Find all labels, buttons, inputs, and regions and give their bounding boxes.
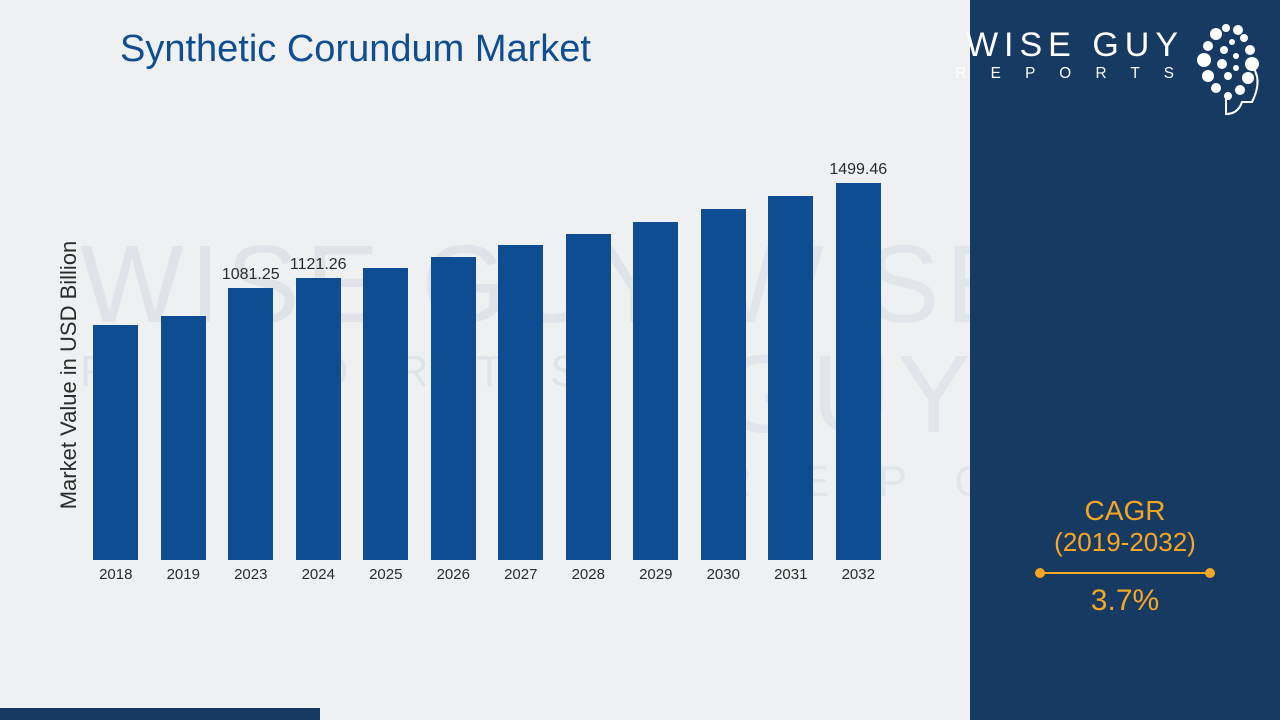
cagr-period: (2019-2032) [970,527,1280,558]
bar-2030 [701,209,746,560]
bar-value-label-2024: 1121.26 [278,256,358,274]
x-tick-2027: 2027 [487,566,555,583]
bar-2027 [498,245,543,560]
y-axis-label: Market Value in USD Billion [56,190,82,560]
logo-line3: R E P O R T S [955,66,1184,82]
cagr-title: CAGR [970,495,1280,527]
cagr-divider [1040,572,1210,574]
cagr-block: CAGR(2019-2032) 3.7% [970,495,1280,618]
x-tick-2029: 2029 [622,566,690,583]
bottom-accent-strip [0,708,320,720]
x-tick-2018: 2018 [82,566,150,583]
x-tick-2023: 2023 [217,566,285,583]
brand-logo: WISE GUY R E P O R T S [955,28,1184,82]
chart-title: Synthetic Corundum Market [120,28,591,71]
bar-2024 [296,278,341,560]
x-tick-2030: 2030 [690,566,758,583]
x-tick-2019: 2019 [150,566,218,583]
bar-2028 [566,234,611,560]
x-tick-2024: 2024 [285,566,353,583]
bar-value-label-2032: 1499.46 [818,161,898,179]
bar-2025 [363,268,408,560]
bar-2026 [431,257,476,560]
x-tick-2026: 2026 [420,566,488,583]
logo-line2: GUY [1092,26,1184,64]
x-tick-2025: 2025 [352,566,420,583]
bar-2031 [768,196,813,560]
bar-2019 [161,316,206,560]
x-tick-2028: 2028 [555,566,623,583]
x-tick-2032: 2032 [825,566,893,583]
bar-2018 [93,325,138,560]
bar-2023 [228,288,273,560]
bar-chart: 1081.251121.261499.46 [82,170,892,560]
bar-2029 [633,222,678,560]
logo-head-icon [1178,18,1268,128]
x-tick-2031: 2031 [757,566,825,583]
logo-line1: WISE [966,26,1092,64]
bar-2032 [836,183,881,560]
cagr-value: 3.7% [970,584,1280,618]
